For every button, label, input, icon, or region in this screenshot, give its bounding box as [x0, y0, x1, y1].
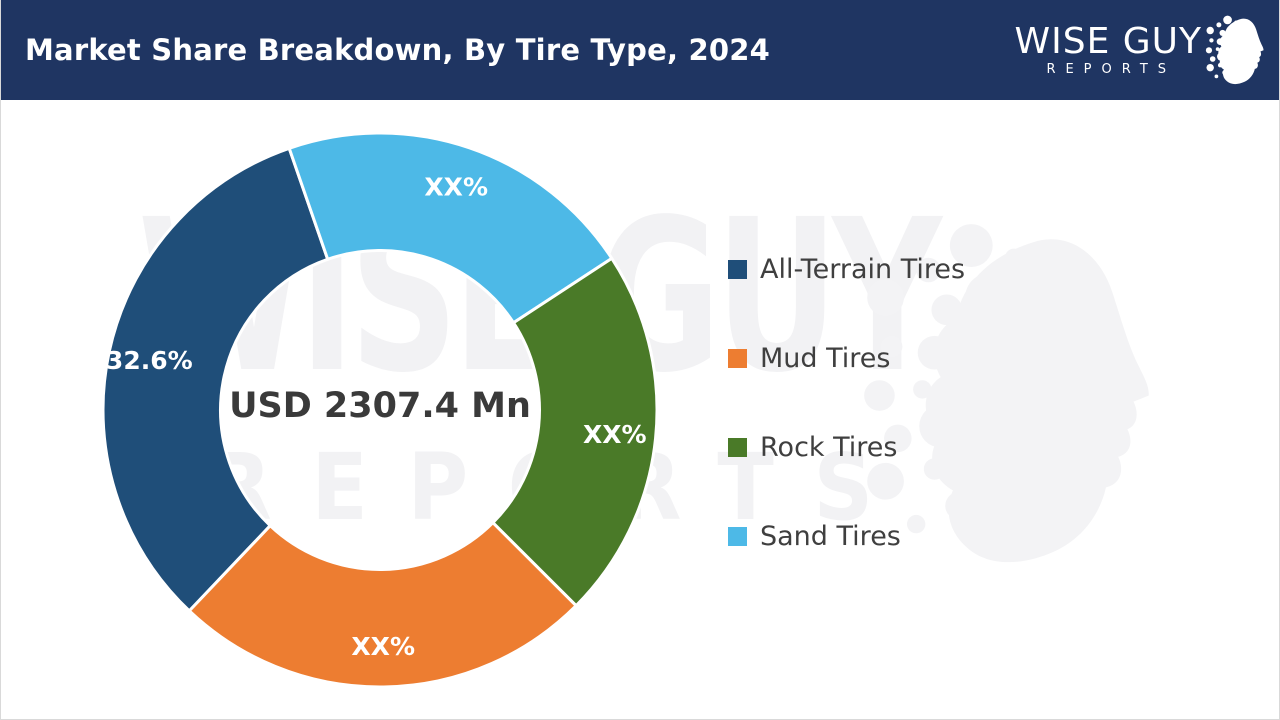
- segment-value-label-all-terrain-tires: 32.6%: [106, 346, 193, 375]
- chart-legend: All-Terrain Tires Mud Tires Rock Tires Sand…: [728, 254, 965, 552]
- legend-swatch-rock-tires: [728, 438, 747, 458]
- segment-value-label-sand-tires: XX%: [424, 173, 488, 202]
- donut-chart: 32.6% XX% XX% XX%: [101, 131, 659, 689]
- logo-text: WISE GUY REPORTS: [1014, 20, 1203, 78]
- donut-segment-mud-tires: [187, 521, 578, 689]
- legend-label: Sand Tires: [760, 521, 901, 553]
- legend-swatch-all-terrain-tires: [728, 260, 747, 280]
- donut-segment-all-terrain-tires: [101, 146, 330, 613]
- logo-tagline: REPORTS: [1046, 62, 1177, 78]
- legend-item-all-terrain-tires: All-Terrain Tires: [728, 254, 965, 285]
- legend-item-rock-tires: Rock Tires: [728, 432, 965, 463]
- legend-swatch-mud-tires: [728, 349, 747, 369]
- wise-guy-logo: WISE GUY REPORTS: [1015, 13, 1267, 87]
- logo-wordmark: WISE GUY: [1014, 20, 1202, 62]
- legend-label: All-Terrain Tires: [760, 254, 966, 285]
- page-title: Market Share Breakdown, By Tire Type, 20…: [25, 33, 770, 67]
- legend-item-mud-tires: Mud Tires: [728, 343, 965, 374]
- segment-value-label-mud-tires: XX%: [351, 632, 415, 661]
- legend-label: Mud Tires: [760, 343, 891, 375]
- donut-segment-sand-tires: [287, 131, 614, 325]
- chart-center-value: USD 2307.4 Mn: [229, 386, 531, 426]
- legend-item-sand-tires: Sand Tires: [728, 521, 965, 552]
- donut-segment-rock-tires: [491, 256, 659, 608]
- legend-swatch-sand-tires: [728, 527, 747, 547]
- segment-value-label-rock-tires: XX%: [583, 420, 647, 449]
- header-bar: Market Share Breakdown, By Tire Type, 20…: [0, 0, 1280, 100]
- legend-label: Rock Tires: [760, 432, 898, 464]
- logo-dotface-icon: [1205, 15, 1264, 85]
